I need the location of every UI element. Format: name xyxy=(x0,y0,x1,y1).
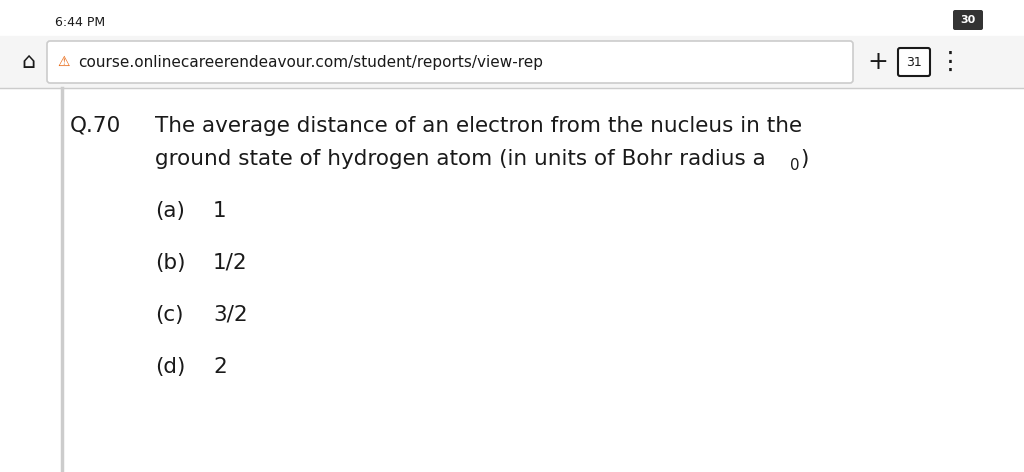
Text: ⚠: ⚠ xyxy=(57,55,71,69)
Text: 3/2: 3/2 xyxy=(213,305,248,325)
Text: +: + xyxy=(867,50,889,74)
Text: Q.70: Q.70 xyxy=(70,116,121,136)
Text: 6:44 PM: 6:44 PM xyxy=(55,16,105,28)
Text: (b): (b) xyxy=(155,253,185,273)
Text: 1/2: 1/2 xyxy=(213,253,248,273)
FancyBboxPatch shape xyxy=(47,41,853,83)
FancyBboxPatch shape xyxy=(898,48,930,76)
Text: The average distance of an electron from the nucleus in the: The average distance of an electron from… xyxy=(155,116,802,136)
Text: (c): (c) xyxy=(155,305,183,325)
FancyBboxPatch shape xyxy=(953,10,983,30)
Text: 1: 1 xyxy=(213,201,226,221)
Text: 30: 30 xyxy=(961,15,976,25)
Text: 31: 31 xyxy=(906,56,922,68)
Text: ⌂: ⌂ xyxy=(20,52,35,72)
Text: ground state of hydrogen atom (in units of Bohr radius a: ground state of hydrogen atom (in units … xyxy=(155,149,766,169)
Text: ): ) xyxy=(800,149,808,169)
Bar xyxy=(0,0,1024,36)
Text: 0: 0 xyxy=(790,158,800,173)
Text: course.onlinecareerendeavour.com/student/reports/view-rep: course.onlinecareerendeavour.com/student… xyxy=(78,54,543,69)
Text: 2: 2 xyxy=(213,357,226,377)
Text: (d): (d) xyxy=(155,357,185,377)
Bar xyxy=(0,36,1024,88)
Text: (a): (a) xyxy=(155,201,185,221)
Text: ⋮: ⋮ xyxy=(938,50,963,74)
